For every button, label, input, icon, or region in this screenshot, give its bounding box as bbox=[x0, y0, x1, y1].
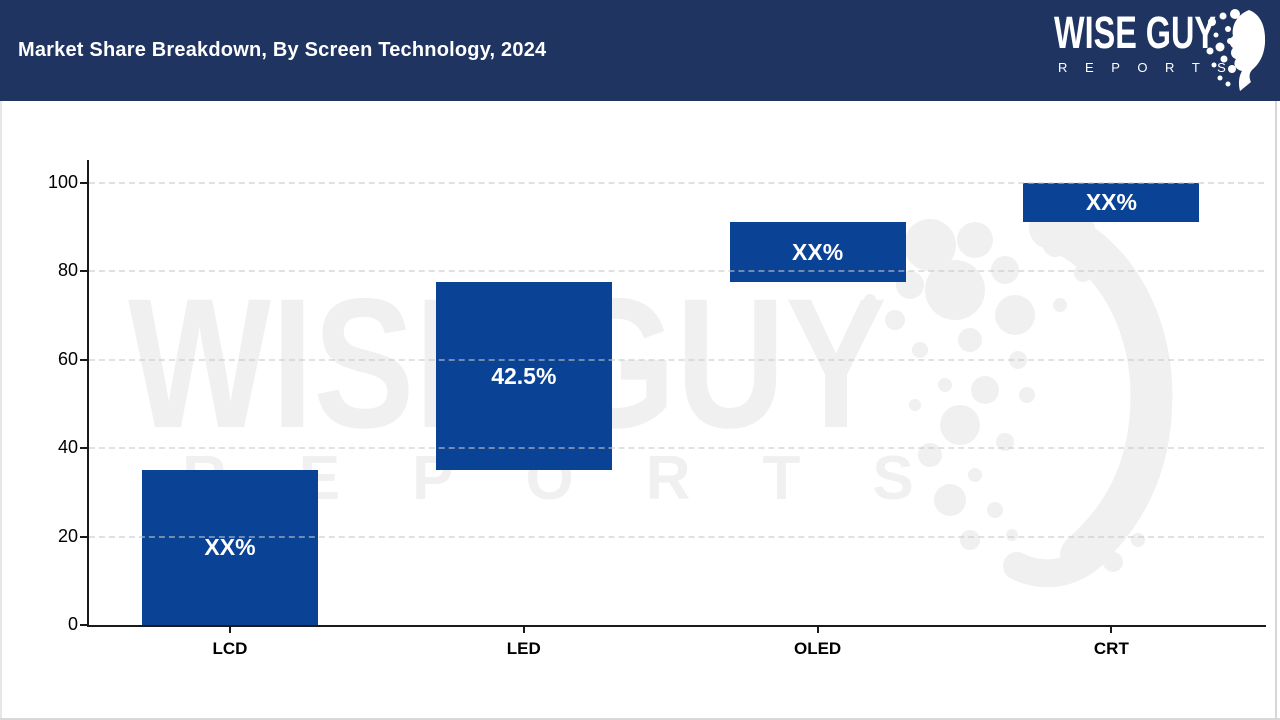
y-axis-tick-mark bbox=[80, 624, 88, 626]
y-axis-tick-label: 40 bbox=[57, 437, 78, 457]
grid-line bbox=[89, 270, 1264, 272]
x-axis-tick-mark bbox=[229, 627, 231, 633]
y-axis-tick-mark bbox=[80, 358, 88, 361]
bar-value-label: XX% bbox=[204, 534, 256, 561]
bar-value-label: 42.5% bbox=[491, 362, 557, 389]
y-axis-tick-label: 20 bbox=[57, 525, 78, 546]
y-axis-tick-mark bbox=[80, 181, 88, 184]
y-axis-tick-mark bbox=[80, 447, 88, 449]
bar-oled: XX% bbox=[729, 222, 906, 283]
right-edge-line bbox=[1275, 101, 1277, 720]
y-axis-tick-mark bbox=[80, 535, 88, 538]
x-axis-tick-label: OLED bbox=[793, 639, 842, 658]
x-axis-tick-label: LED bbox=[506, 639, 541, 658]
x-axis-tick-mark bbox=[816, 627, 819, 633]
brand-logo-subtitle: R E P O R T S bbox=[1058, 60, 1233, 75]
x-axis-tick-mark bbox=[522, 627, 525, 633]
y-axis-tick-label: 60 bbox=[57, 348, 78, 369]
grid-line bbox=[89, 535, 1264, 538]
bar-led: 42.5% bbox=[435, 282, 612, 471]
bar-value-label: XX% bbox=[1085, 188, 1137, 215]
x-axis-tick-mark bbox=[1110, 627, 1113, 633]
grid-line bbox=[89, 181, 1264, 184]
y-axis-tick-mark bbox=[80, 270, 88, 272]
bar-value-label: XX% bbox=[792, 238, 844, 265]
left-edge-line bbox=[0, 101, 2, 720]
y-axis-tick-label: 100 bbox=[47, 171, 78, 192]
x-axis-tick-label: LCD bbox=[212, 639, 248, 658]
y-axis-tick-label: 0 bbox=[67, 614, 78, 634]
bottom-edge-line bbox=[0, 718, 1280, 720]
y-axis-line bbox=[87, 160, 89, 627]
brand-logo: WISE GUY R E P O R T S bbox=[1026, 8, 1266, 94]
header-bar: Market Share Breakdown, By Screen Techno… bbox=[0, 0, 1280, 101]
bar-lcd: XX% bbox=[142, 470, 318, 625]
grid-line bbox=[89, 447, 1264, 449]
x-axis-line bbox=[87, 625, 1266, 627]
x-axis-tick-label: CRT bbox=[1093, 639, 1129, 658]
grid-line bbox=[89, 358, 1264, 361]
bar-crt: XX% bbox=[1023, 182, 1200, 223]
brand-logo-wordmark: WISE GUY bbox=[1054, 7, 1217, 58]
watermark-head-icon bbox=[864, 210, 1173, 588]
y-axis-tick-label: 80 bbox=[57, 260, 78, 280]
brand-head-icon bbox=[1206, 9, 1266, 91]
chart-title: Market Share Breakdown, By Screen Techno… bbox=[18, 39, 547, 61]
